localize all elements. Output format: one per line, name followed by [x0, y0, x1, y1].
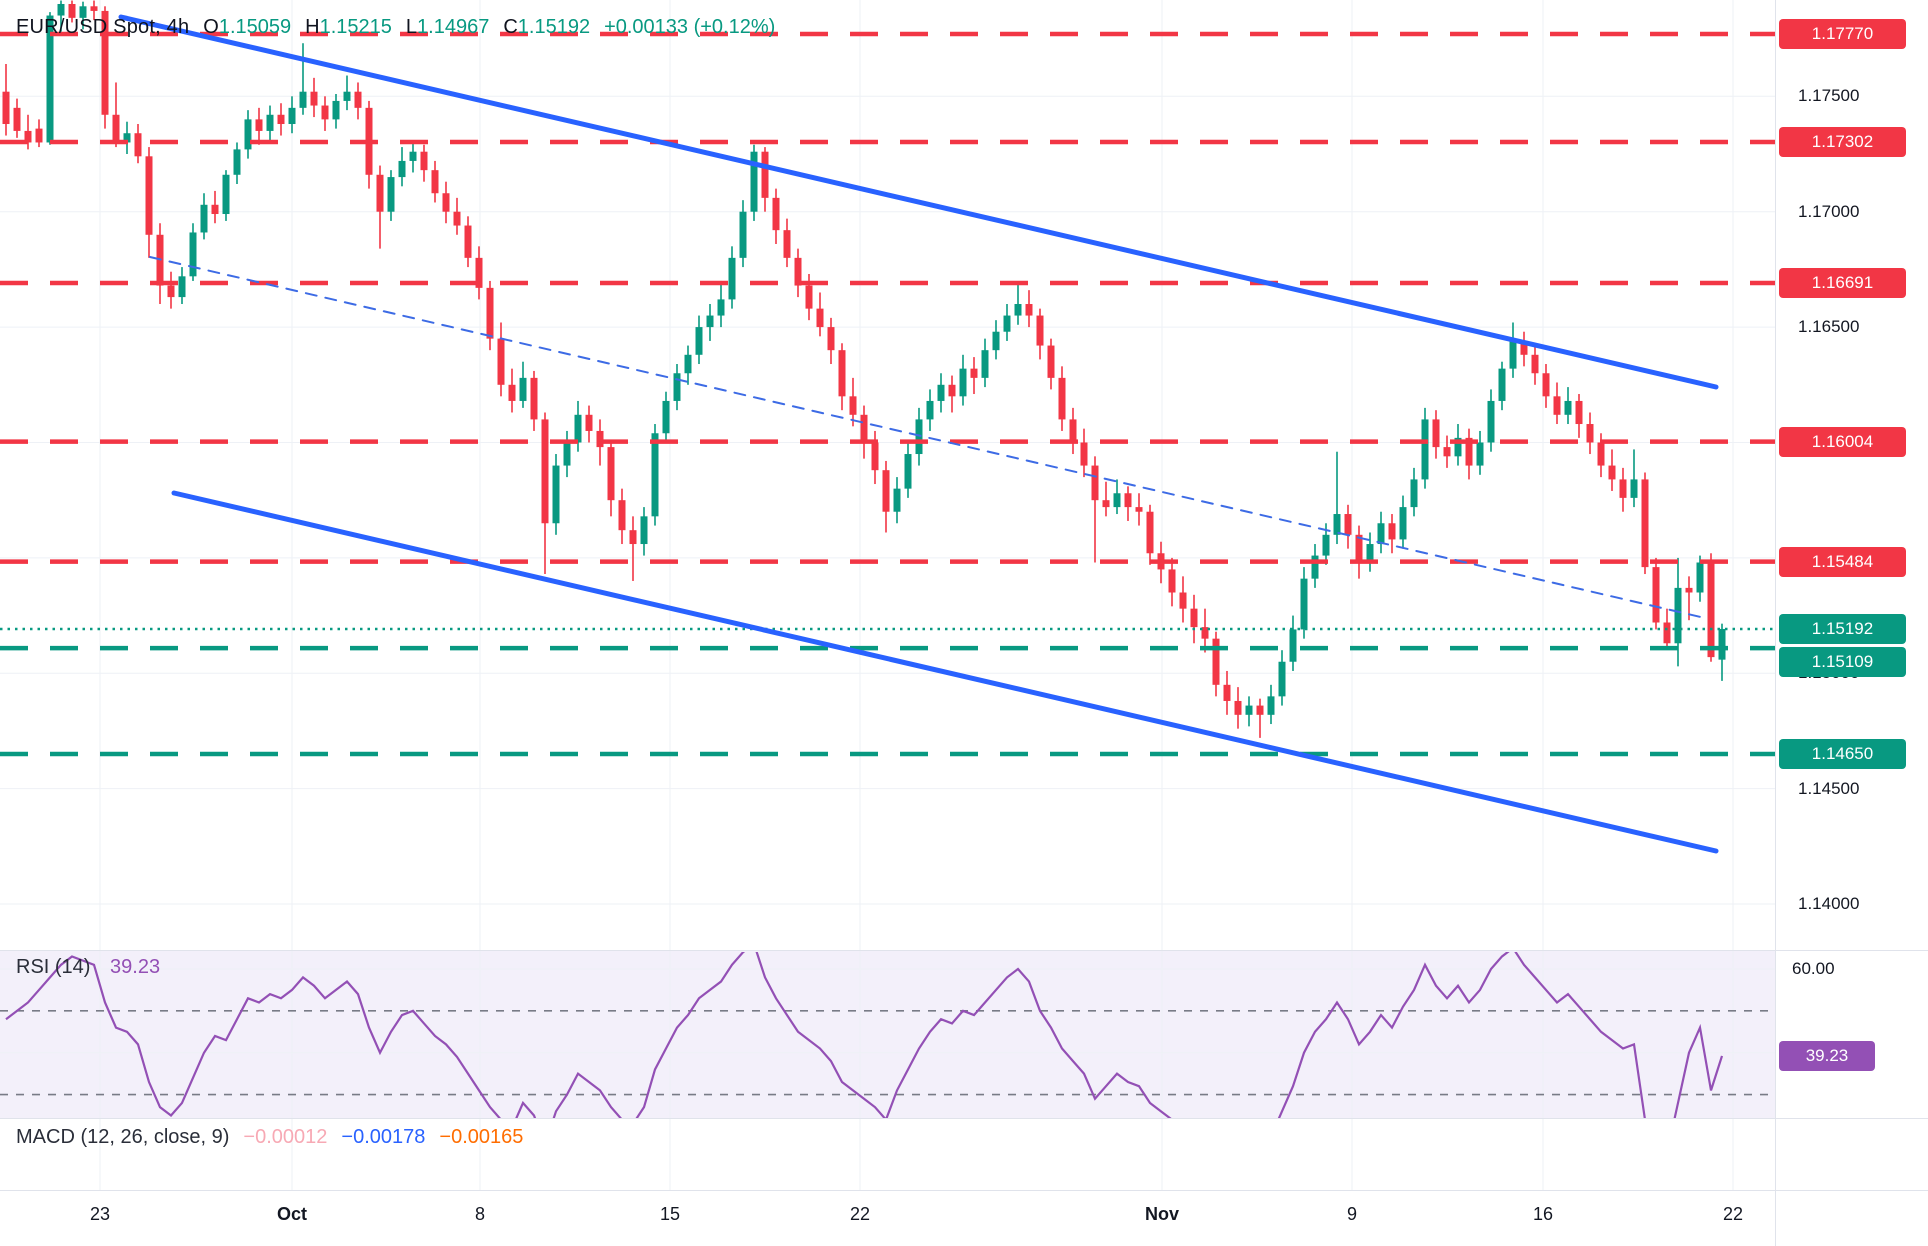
time-label: Nov	[1144, 1204, 1180, 1224]
level-price-badge: 1.16004	[1779, 426, 1906, 457]
macd-title: MACD (12, 26, close, 9)	[16, 1126, 230, 1148]
symbol-header: EUR/USD Spot, 4h O1.15059 H1.15215 L1.14967…	[16, 16, 775, 39]
time-label: 9	[1346, 1204, 1358, 1224]
level-price-badge: 1.15484	[1779, 546, 1906, 577]
level-price-badge: 1.17302	[1779, 127, 1906, 157]
price-tick-label: 1.14500	[1798, 778, 1860, 798]
level-price-badge: 1.14650	[1779, 739, 1906, 770]
price-axis-drag-area[interactable]	[1776, 0, 1928, 1190]
macd-value: −0.00165	[439, 1126, 524, 1148]
change-value: +0.00133 (+0.12%)	[604, 16, 776, 38]
time-label: 22	[1722, 1204, 1744, 1224]
price-tick-label: 1.17000	[1798, 201, 1860, 221]
price-tick-label: 1.17500	[1798, 86, 1860, 106]
time-label: 15	[659, 1204, 681, 1224]
price-tick-label: 1.14000	[1798, 894, 1860, 914]
rsi-title: RSI (14)	[16, 956, 91, 978]
ohlc-value: 1.14967	[417, 16, 490, 38]
time-label: 16	[1532, 1204, 1554, 1224]
ohlc-value: 1.15059	[218, 16, 292, 38]
level-price-badge: 1.17770	[1779, 18, 1906, 49]
price-tick-label: 1.16500	[1798, 317, 1860, 337]
symbol-title: EUR/USD Spot, 4h	[16, 16, 190, 38]
rsi-value: 39.23	[110, 956, 161, 978]
rsi-tick-label: 60.00	[1792, 958, 1835, 978]
macd-value: −0.00178	[341, 1126, 426, 1148]
candles-layer	[2, 0, 1726, 738]
time-label: 23	[89, 1204, 111, 1224]
rsi-line	[5, 952, 1724, 1118]
ohlc-key: O	[203, 16, 219, 38]
ohlc-value: 1.15215	[319, 16, 392, 38]
time-label: Oct	[276, 1204, 308, 1224]
macd-value: −0.00012	[243, 1126, 328, 1148]
current-price-badge: 1.15192	[1779, 613, 1906, 644]
level-price-badge: 1.15109	[1779, 647, 1906, 678]
ohlc-key: L	[405, 16, 418, 38]
macd-label-row: MACD (12, 26, close, 9) −0.00012 −0.00178−…	[16, 1126, 523, 1149]
ohlc-value: 1.15192	[517, 16, 591, 38]
time-label: 22	[849, 1204, 871, 1224]
macd-values: −0.00012 −0.00178 −0.00165	[229, 1126, 523, 1148]
rsi-value-badge: 39.23	[1779, 1040, 1875, 1071]
time-label: 8	[474, 1204, 486, 1224]
level-price-badge: 1.16691	[1779, 268, 1906, 298]
ohlc-key: H	[305, 16, 320, 38]
ohlc-key: C	[503, 16, 518, 38]
ohlc-values: O1.15059 H1.15215 L1.14967 C1.15192	[189, 16, 590, 38]
rsi-label-row: RSI (14) 39.23	[16, 956, 160, 979]
